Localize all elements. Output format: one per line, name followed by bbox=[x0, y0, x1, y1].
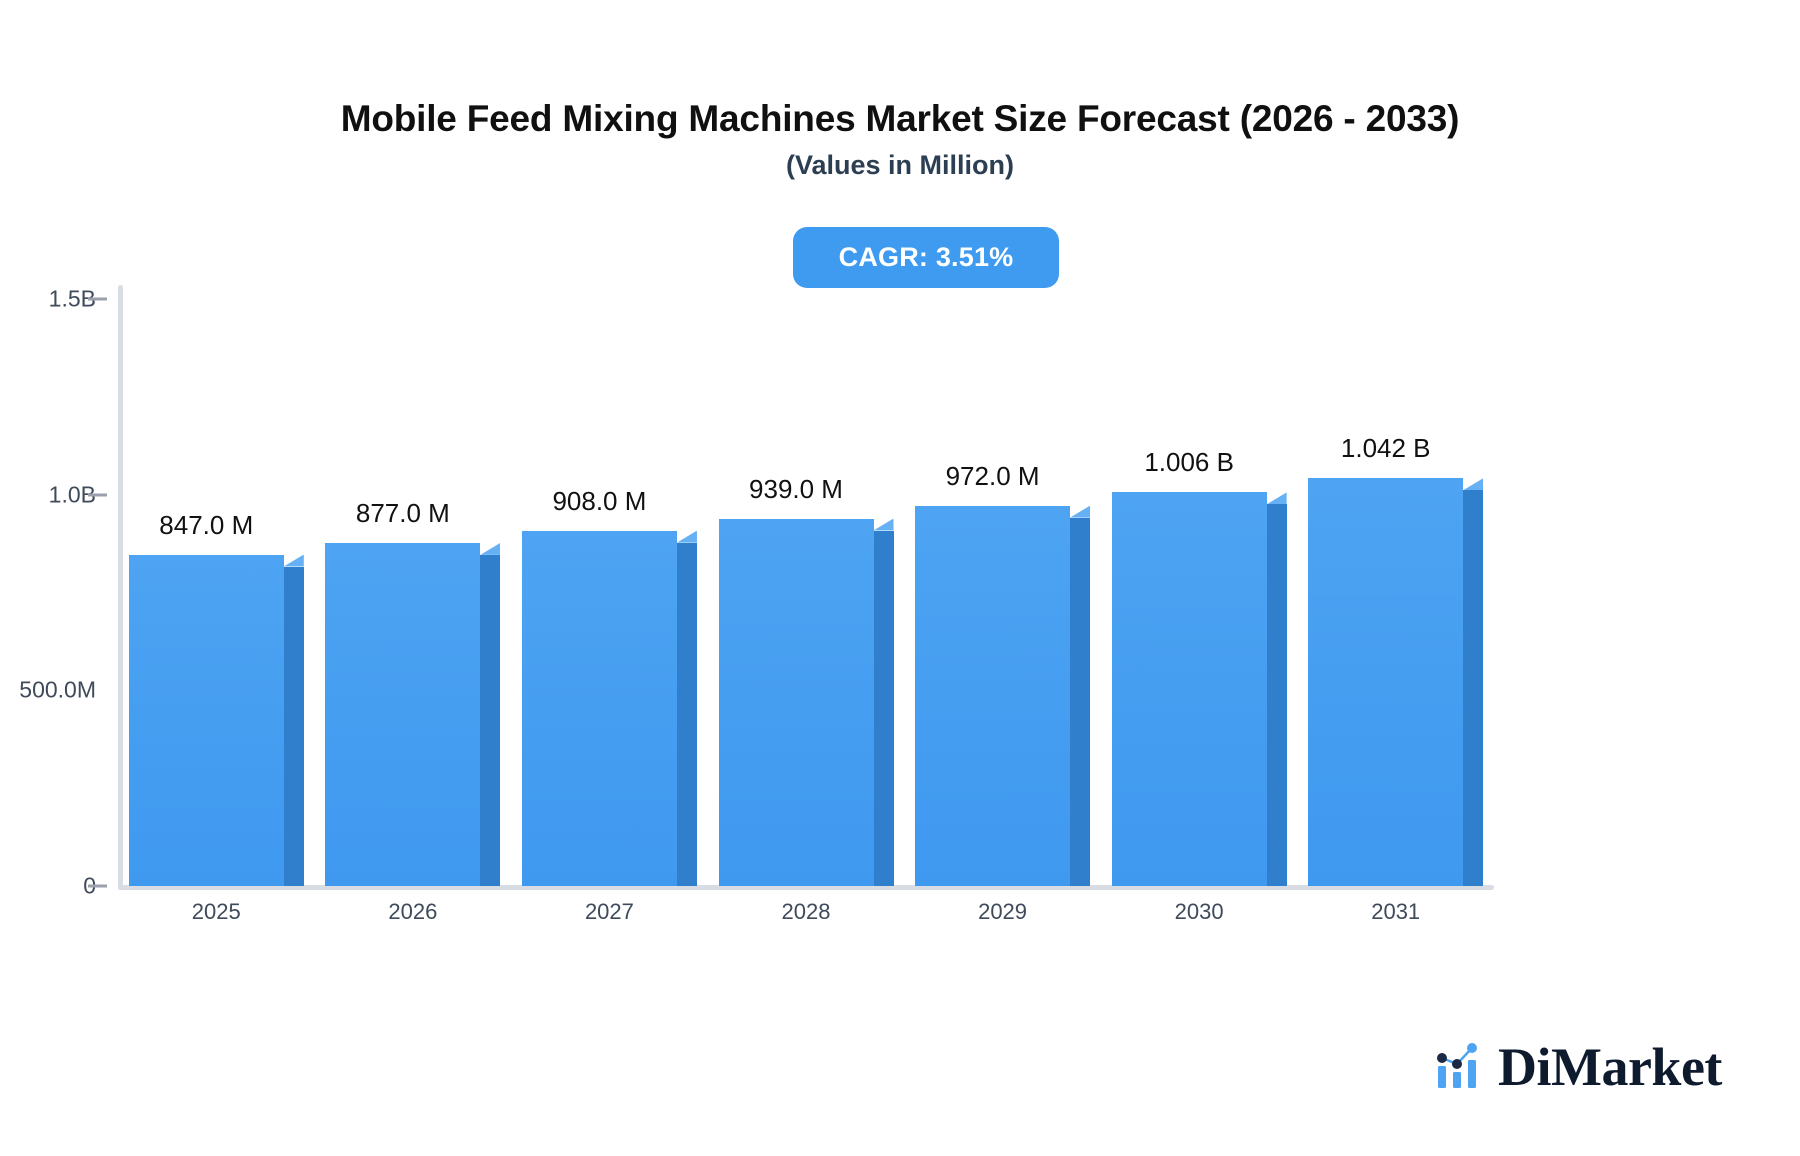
bar-value-label: 1.042 B bbox=[1340, 433, 1431, 464]
bar-top-face bbox=[1266, 492, 1287, 505]
bar-2031[interactable]: 1.042 B bbox=[1308, 433, 1484, 886]
cagr-badge: CAGR: 3.51% bbox=[793, 227, 1059, 288]
x-tick-label-2028: 2028 bbox=[781, 899, 831, 924]
y-tick-mark bbox=[88, 297, 107, 301]
bar-value-label: 972.0 M bbox=[945, 460, 1040, 491]
bar-side-face bbox=[676, 542, 697, 886]
x-axis-line bbox=[118, 885, 1494, 890]
bar-top-face bbox=[1463, 478, 1484, 491]
y-tick-label: 1.5B bbox=[48, 285, 96, 312]
logo-text: DiMarket bbox=[1498, 1037, 1722, 1097]
bar-value-label: 1.006 B bbox=[1144, 447, 1234, 478]
bar-face bbox=[521, 530, 677, 886]
bar-face bbox=[1111, 492, 1267, 886]
bar-chart-icon bbox=[1434, 1040, 1484, 1095]
bar-2030[interactable]: 1.006 B bbox=[1111, 447, 1287, 886]
y-tick-mark bbox=[88, 493, 107, 497]
y-tick-mark bbox=[88, 884, 107, 888]
bar-value-label: 908.0 M bbox=[552, 485, 647, 516]
bar-value-label: 877.0 M bbox=[355, 497, 450, 528]
y-tick-label: 0 bbox=[0, 873, 96, 900]
dimarket-logo: DiMarket bbox=[1434, 1036, 1722, 1098]
x-tick-label-2026: 2026 bbox=[388, 899, 438, 924]
bar-face bbox=[128, 554, 284, 886]
bar-face bbox=[325, 542, 481, 886]
y-axis-line bbox=[118, 285, 123, 890]
bar-face bbox=[718, 518, 874, 886]
y-tick-label: 500.0M bbox=[19, 676, 96, 703]
bar-side-face bbox=[283, 566, 304, 886]
x-tick-label-2025: 2025 bbox=[191, 899, 241, 924]
chart-subtitle: (Values in Million) bbox=[785, 150, 1015, 180]
bar-face bbox=[915, 505, 1071, 886]
cagr-badge-label: CAGR: 3.51% bbox=[838, 242, 1014, 272]
x-tick-label-2030: 2030 bbox=[1174, 899, 1224, 924]
x-tick-label-2027: 2027 bbox=[584, 899, 634, 924]
bar-value-label: 847.0 M bbox=[159, 509, 254, 540]
bar-top-face bbox=[676, 530, 697, 543]
bar-2028[interactable]: 939.0 M bbox=[718, 474, 894, 886]
bar-side-face bbox=[1070, 517, 1091, 886]
bar-side-face bbox=[873, 530, 894, 886]
bar-2026[interactable]: 877.0 M bbox=[325, 498, 501, 886]
bar-value-label: 939.0 M bbox=[749, 473, 843, 504]
x-tick-label-2031: 2031 bbox=[1371, 899, 1421, 924]
bar-2029[interactable]: 972.0 M bbox=[915, 461, 1091, 886]
bar-side-face bbox=[1266, 504, 1287, 886]
page-title: Mobile Feed Mixing Machines Market Size … bbox=[340, 98, 1460, 139]
bar-side-face bbox=[480, 554, 501, 886]
bar-top-face bbox=[480, 542, 501, 555]
bar-2025[interactable]: 847.0 M bbox=[128, 510, 304, 886]
bar-top-face bbox=[873, 518, 894, 531]
bar-top-face bbox=[1070, 505, 1091, 518]
bar-2027[interactable]: 908.0 M bbox=[521, 486, 697, 886]
bar-face bbox=[1308, 478, 1464, 886]
bar-side-face bbox=[1463, 490, 1484, 886]
bar-top-face bbox=[283, 554, 304, 567]
y-tick-label: 1.0B bbox=[48, 481, 96, 508]
x-tick-label-2029: 2029 bbox=[978, 899, 1028, 924]
